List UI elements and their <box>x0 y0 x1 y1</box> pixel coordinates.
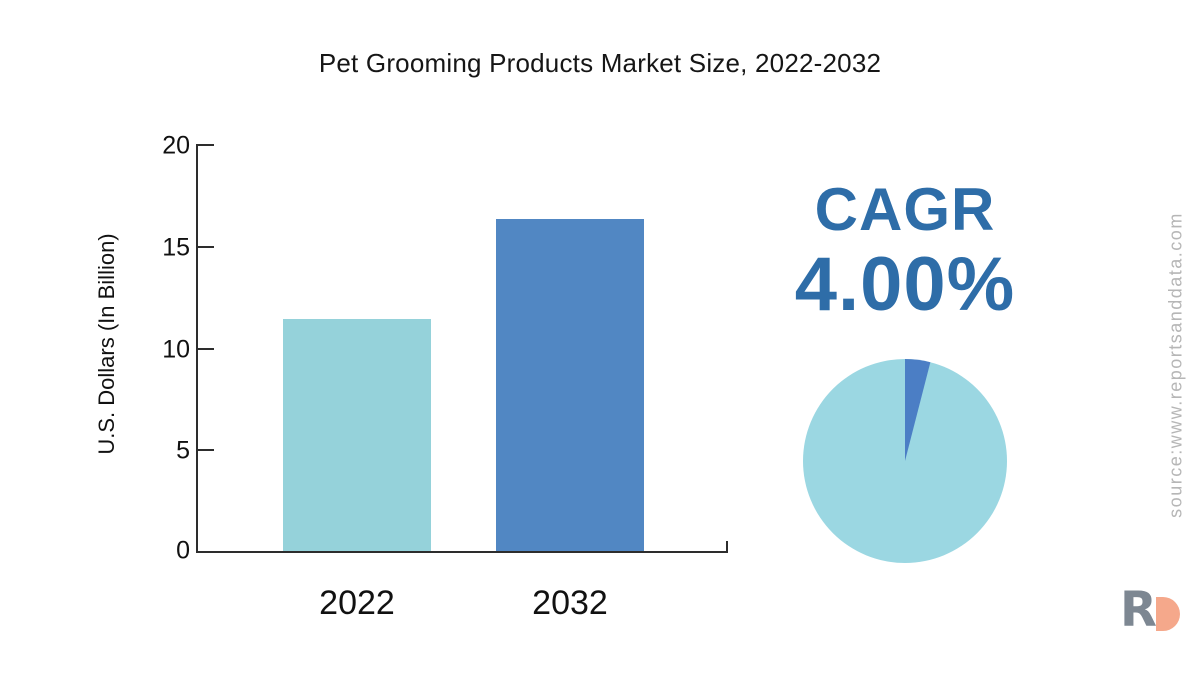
y-axis-title: U.S. Dollars (In Billion) <box>94 233 119 455</box>
pie-cagr-slice <box>905 359 931 461</box>
cagr-callout: CAGR 4.00% <box>755 178 1055 328</box>
y-tick-label-5: 5 <box>176 436 190 465</box>
y-tick-5 <box>198 449 214 451</box>
pie-svg <box>803 359 1007 563</box>
cagr-pie-chart <box>800 356 1010 566</box>
logo-letter-r: R <box>1120 582 1157 638</box>
y-axis-line <box>196 144 198 553</box>
reportsanddata-logo: R <box>1120 586 1184 634</box>
y-tick-label-20: 20 <box>162 131 190 160</box>
x-category-label-2022: 2022 <box>319 584 395 622</box>
chart-title: Pet Grooming Products Market Size, 2022-… <box>318 48 882 78</box>
y-tick-label-15: 15 <box>162 233 190 262</box>
source-credit: source:www.reportsanddata.com <box>1165 212 1186 518</box>
y-tick-20 <box>198 144 214 146</box>
x-category-label-2032: 2032 <box>532 584 608 622</box>
y-tick-label-10: 10 <box>162 335 190 364</box>
y-tick-15 <box>198 246 214 248</box>
bar-2032 <box>496 219 644 551</box>
x-axis-line <box>196 551 728 553</box>
cagr-value: 4.00% <box>794 242 1016 327</box>
bar-2022 <box>283 319 431 551</box>
y-tick-10 <box>198 348 214 350</box>
logo-d-shape <box>1156 597 1180 631</box>
cagr-label: CAGR <box>814 176 996 243</box>
y-tick-label-0: 0 <box>176 536 190 565</box>
x-axis-end-tick <box>726 541 728 551</box>
